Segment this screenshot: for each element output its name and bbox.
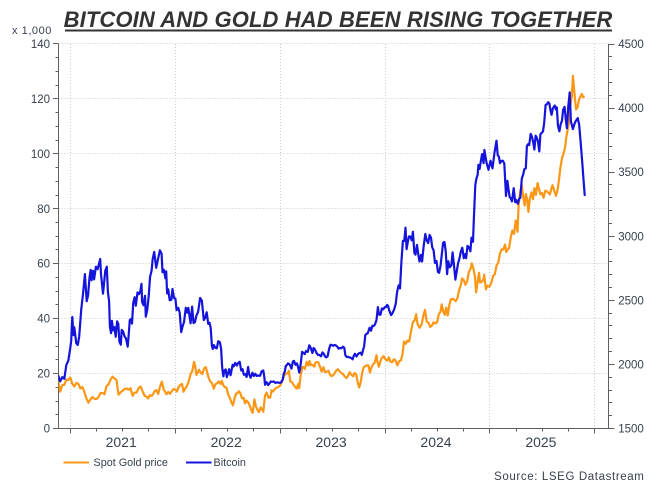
svg-text:Bitcoin: Bitcoin xyxy=(214,457,246,469)
svg-text:Spot Gold price: Spot Gold price xyxy=(94,457,168,469)
svg-text:60: 60 xyxy=(37,259,50,271)
svg-text:0: 0 xyxy=(44,424,50,436)
svg-text:4000: 4000 xyxy=(618,103,644,115)
svg-text:Source: LSEG Datastream: Source: LSEG Datastream xyxy=(494,471,644,483)
svg-text:3000: 3000 xyxy=(618,231,644,243)
svg-text:140: 140 xyxy=(31,39,50,51)
svg-text:80: 80 xyxy=(37,204,50,216)
svg-text:2021: 2021 xyxy=(106,434,137,450)
svg-text:100: 100 xyxy=(31,149,50,161)
svg-text:120: 120 xyxy=(31,94,50,106)
svg-text:20: 20 xyxy=(37,369,50,381)
svg-text:4500: 4500 xyxy=(618,39,644,51)
svg-text:1500: 1500 xyxy=(618,424,644,436)
svg-text:2025: 2025 xyxy=(525,434,556,450)
svg-text:2024: 2024 xyxy=(420,434,451,450)
svg-text:3500: 3500 xyxy=(618,167,644,179)
svg-text:2022: 2022 xyxy=(211,434,242,450)
svg-text:x 1,000: x 1,000 xyxy=(12,25,52,37)
svg-text:40: 40 xyxy=(37,314,50,326)
svg-text:2000: 2000 xyxy=(618,359,644,371)
svg-text:2500: 2500 xyxy=(618,295,644,307)
svg-text:BITCOIN AND GOLD HAD BEEN RISI: BITCOIN AND GOLD HAD BEEN RISING TOGETHE… xyxy=(64,7,613,32)
svg-text:2023: 2023 xyxy=(316,434,347,450)
